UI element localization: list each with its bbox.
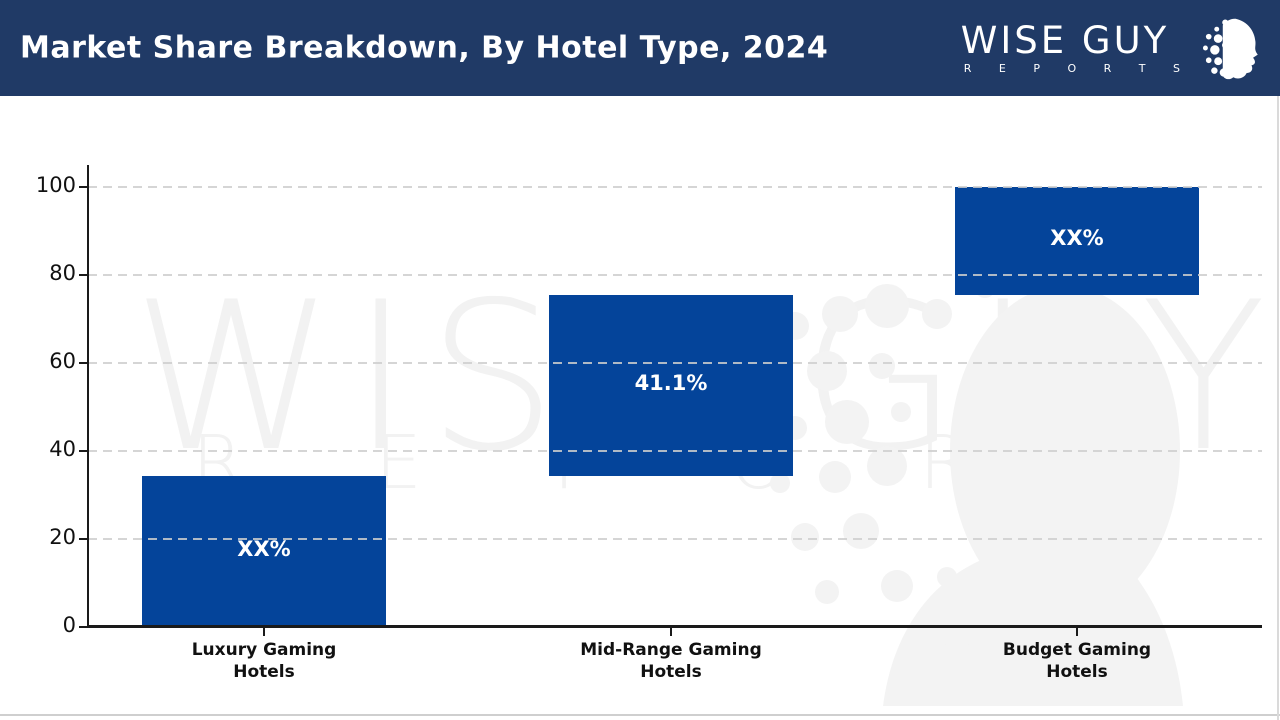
wise-guy-logo: WISE GUY R E P O R T S [961, 10, 1262, 86]
x-axis-tick [263, 627, 265, 636]
x-axis-category-line: Luxury Gaming [191, 640, 337, 660]
x-axis-tick [670, 627, 672, 636]
x-axis-tick [1076, 627, 1078, 636]
y-axis-tick [79, 274, 88, 276]
bar-value-label: XX% [1050, 226, 1104, 251]
bar-value-label: 41.1% [634, 370, 708, 395]
logo-text: WISE GUY R E P O R T S [960, 19, 1192, 76]
x-axis-category-line: Hotels [233, 662, 295, 682]
x-axis-category-line: Hotels [640, 662, 702, 682]
x-axis-line [87, 625, 1262, 628]
y-axis-line [87, 165, 89, 627]
gridline [88, 362, 1262, 364]
gridline [88, 186, 1262, 188]
chart-area: WISE GUY R E P O R T S 020406080100XX%Lu… [0, 96, 1280, 720]
x-axis-category-label: Mid-Range Gaming Hotels [511, 639, 831, 683]
logo-face-icon [1202, 18, 1258, 80]
y-axis-tick [79, 450, 88, 452]
gridline [88, 538, 1262, 540]
y-axis-tick-label: 40 [49, 437, 76, 461]
y-axis-tick-label: 60 [49, 349, 76, 373]
y-axis-tick-label: 100 [35, 173, 76, 197]
bar-segment [142, 476, 386, 627]
header-bar: Market Share Breakdown, By Hotel Type, 2… [0, 0, 1280, 96]
x-axis-category-label: Budget Gaming Hotels [917, 639, 1237, 683]
x-axis-category-line: Mid-Range Gaming [580, 640, 762, 660]
y-axis-tick [79, 362, 88, 364]
y-axis-tick-label: 80 [49, 261, 76, 285]
y-axis-tick [79, 538, 88, 540]
logo-wordmark: WISE GUY [960, 19, 1170, 62]
y-axis-tick [79, 186, 88, 188]
right-border-line [1277, 96, 1279, 720]
gridline [88, 450, 1262, 452]
y-axis-tick-label: 20 [49, 525, 76, 549]
y-axis-tick [79, 626, 88, 628]
y-axis-tick-label: 0 [62, 613, 76, 637]
bottom-border-line [0, 714, 1280, 716]
gridline [88, 274, 1262, 276]
x-axis-category-line: Hotels [1046, 662, 1108, 682]
x-axis-category-label: Luxury Gaming Hotels [104, 639, 424, 683]
page-title: Market Share Breakdown, By Hotel Type, 2… [20, 30, 829, 66]
bar-segment [549, 295, 793, 477]
bar-value-label: XX% [237, 536, 291, 561]
logo-subtitle: R E P O R T S [963, 62, 1192, 75]
x-axis-category-line: Budget Gaming [1002, 640, 1152, 660]
